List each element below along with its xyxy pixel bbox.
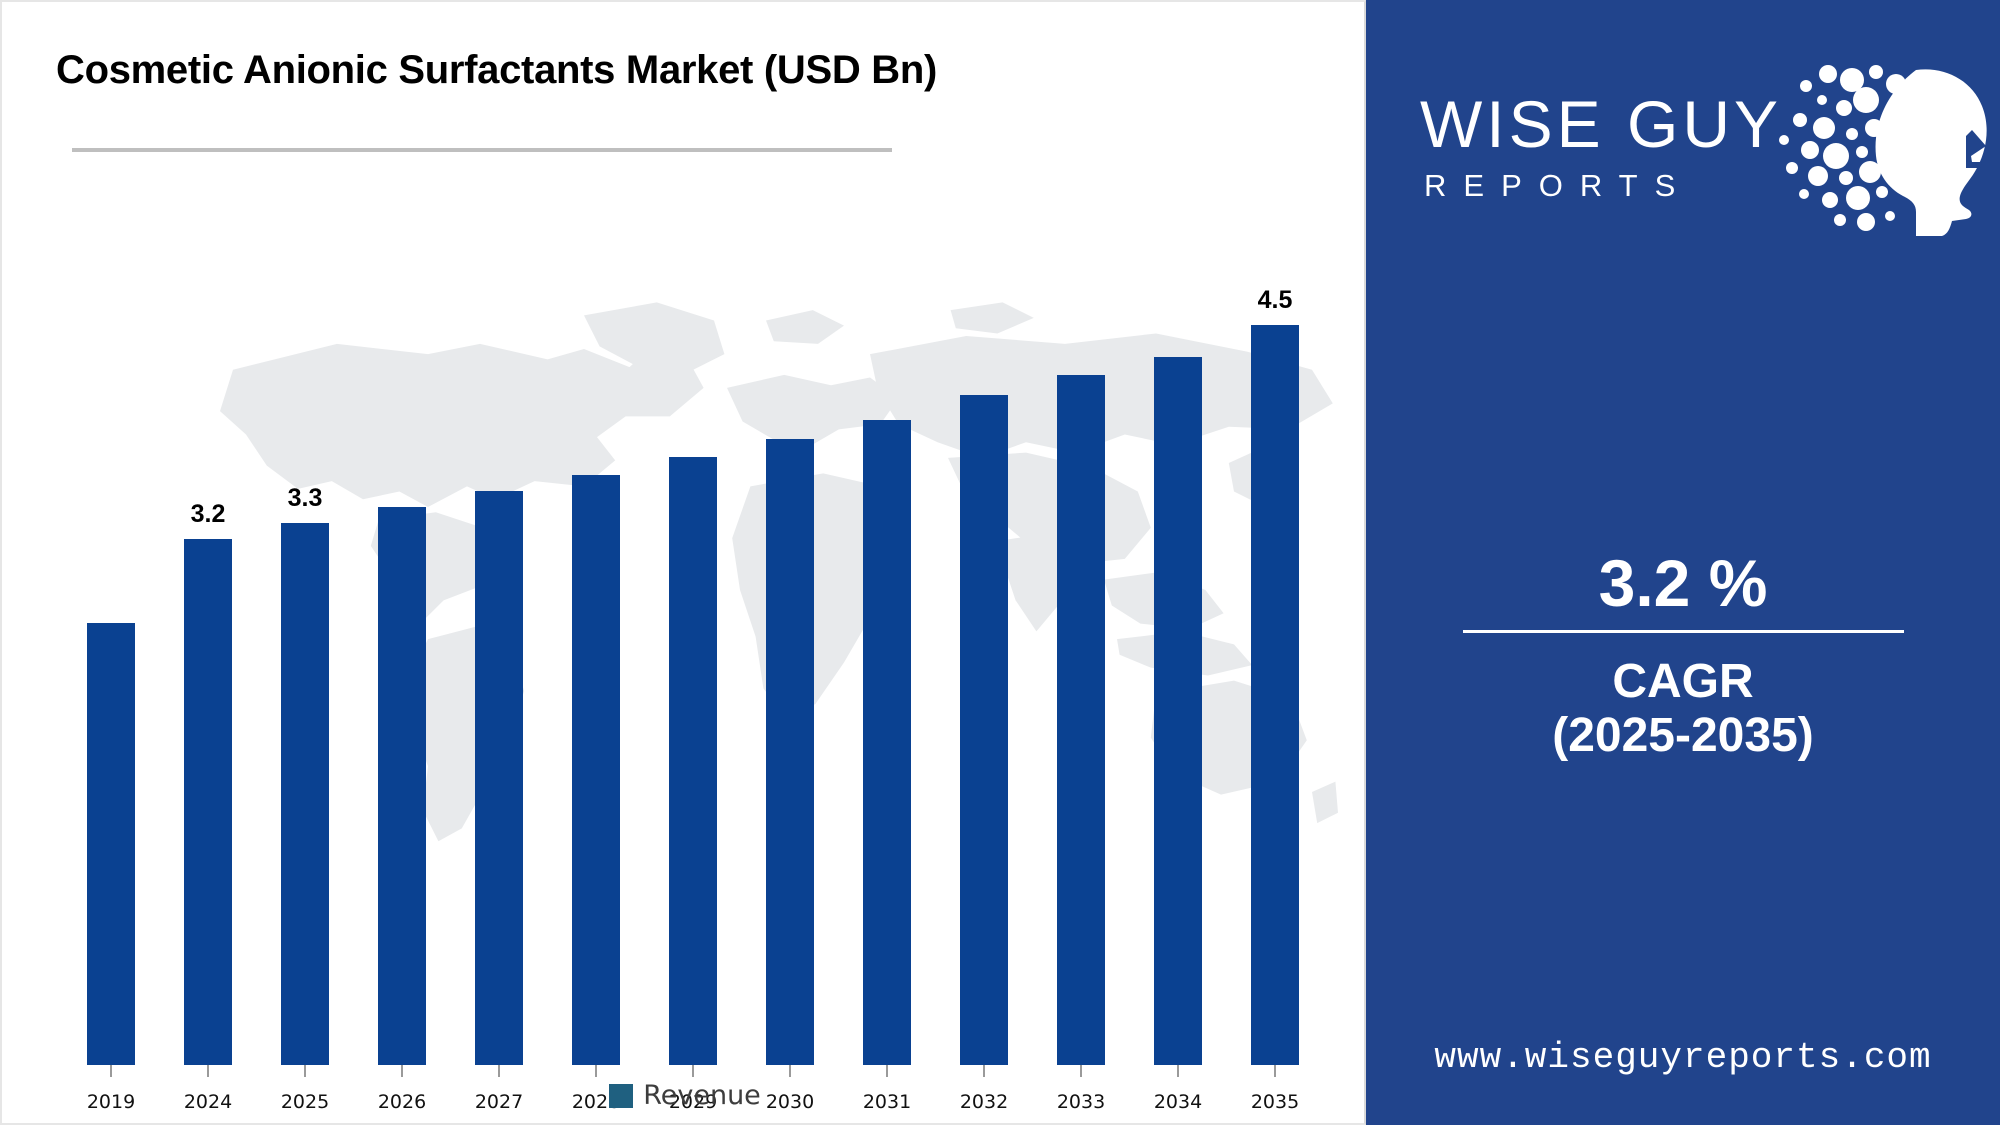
tick-2029 <box>692 1065 694 1077</box>
bar-2034[interactable] <box>1154 357 1202 1065</box>
bar-group-2029[interactable]: 2029 <box>662 2 724 1113</box>
x-label-2027: 2027 <box>474 1091 524 1113</box>
bar-group-2031[interactable]: 2031 <box>856 2 918 1113</box>
cagr-caption: CAGR (2025-2035) <box>1366 655 2000 763</box>
bar-group-2026[interactable]: 2026 <box>371 2 433 1113</box>
bar-2026[interactable] <box>378 507 426 1065</box>
bar-2030[interactable] <box>766 439 814 1065</box>
value-label-2025: 3.3 <box>287 484 323 512</box>
tick-2035 <box>1274 1065 1276 1077</box>
logo-wordmark-primary: WISE GUY <box>1420 87 1783 161</box>
chart-title: Cosmetic Anionic Surfactants Market (USD… <box>56 48 938 92</box>
x-label-2030: 2030 <box>765 1091 815 1113</box>
x-label-2034: 2034 <box>1153 1091 1203 1113</box>
tick-2026 <box>401 1065 403 1077</box>
tick-2019 <box>110 1065 112 1077</box>
bar-group-2035[interactable]: 4.5 2035 <box>1244 2 1306 1113</box>
value-label-2024: 3.2 <box>190 500 226 528</box>
title-divider <box>72 148 892 152</box>
tick-2034 <box>1177 1065 1179 1077</box>
tick-2031 <box>886 1065 888 1077</box>
legend-swatch-revenue <box>609 1083 634 1108</box>
x-label-2019: 2019 <box>86 1091 136 1113</box>
cagr-value: 3.2 % <box>1598 546 1768 620</box>
cagr-caption-line2: (2025-2035) <box>1552 708 1814 762</box>
x-label-2024: 2024 <box>183 1091 233 1113</box>
cagr-caption-line1: CAGR <box>1612 655 1754 708</box>
bar-group-2019[interactable]: 2019 <box>80 2 142 1113</box>
x-label-2026: 2026 <box>377 1091 427 1113</box>
bar-group-2025[interactable]: 3.3 2025 <box>274 2 336 1113</box>
wiseguy-logo: WISE GUY REPORTS <box>1366 64 2000 237</box>
bar-group-2030[interactable]: 2030 <box>759 2 821 1113</box>
bar-2027[interactable] <box>475 491 523 1065</box>
x-label-2025: 2025 <box>280 1091 330 1113</box>
bar-group-2032[interactable]: 2032 <box>953 2 1015 1113</box>
bar-2032[interactable] <box>960 395 1008 1065</box>
x-label-2029: 2029 <box>668 1091 718 1113</box>
bar-group-2028[interactable]: 2028 <box>565 2 627 1113</box>
brand-panel: WISE GUY REPORTS <box>1366 0 2000 1125</box>
tick-2033 <box>1080 1065 1082 1077</box>
bar-group-2033[interactable]: 2033 <box>1050 2 1112 1113</box>
logo-wordmark-secondary: REPORTS <box>1424 168 1693 203</box>
tick-2027 <box>498 1065 500 1077</box>
value-label-2035: 4.5 <box>1257 286 1293 314</box>
bar-2033[interactable] <box>1057 375 1105 1065</box>
bar-group-2034[interactable]: 2034 <box>1147 2 1209 1113</box>
tick-2030 <box>789 1065 791 1077</box>
bar-group-2024[interactable]: 3.2 2024 <box>177 2 239 1113</box>
bar-2019[interactable] <box>87 623 135 1065</box>
x-label-2031: 2031 <box>862 1091 912 1113</box>
plot-area: 2019 3.2 2024 3.3 2025 2026 <box>2 2 1364 1113</box>
bar-2031[interactable] <box>863 420 911 1065</box>
tick-2024 <box>207 1065 209 1077</box>
chart-panel: Cosmetic Anionic Surfactants Market (USD… <box>0 0 1366 1125</box>
bar-group-2027[interactable]: 2027 <box>468 2 530 1113</box>
head-profile-icon <box>1779 65 1987 237</box>
bar-2025[interactable] <box>281 523 329 1065</box>
bar-2024[interactable] <box>184 539 232 1065</box>
x-label-2032: 2032 <box>959 1091 1009 1113</box>
chart-legend: Revenue <box>2 1080 1364 1111</box>
bar-2035[interactable] <box>1251 325 1299 1065</box>
tick-2028 <box>595 1065 597 1077</box>
x-label-2035: 2035 <box>1250 1091 1300 1113</box>
bar-2028[interactable] <box>572 475 620 1065</box>
tick-2032 <box>983 1065 985 1077</box>
tick-2025 <box>304 1065 306 1077</box>
x-label-2028: 2028 <box>571 1091 621 1113</box>
bar-2029[interactable] <box>669 457 717 1065</box>
cagr-divider <box>1463 630 1904 633</box>
legend-label-revenue: Revenue <box>643 1080 761 1111</box>
website-url[interactable]: www.wiseguyreports.com <box>1434 1037 1932 1078</box>
x-label-2033: 2033 <box>1056 1091 1106 1113</box>
